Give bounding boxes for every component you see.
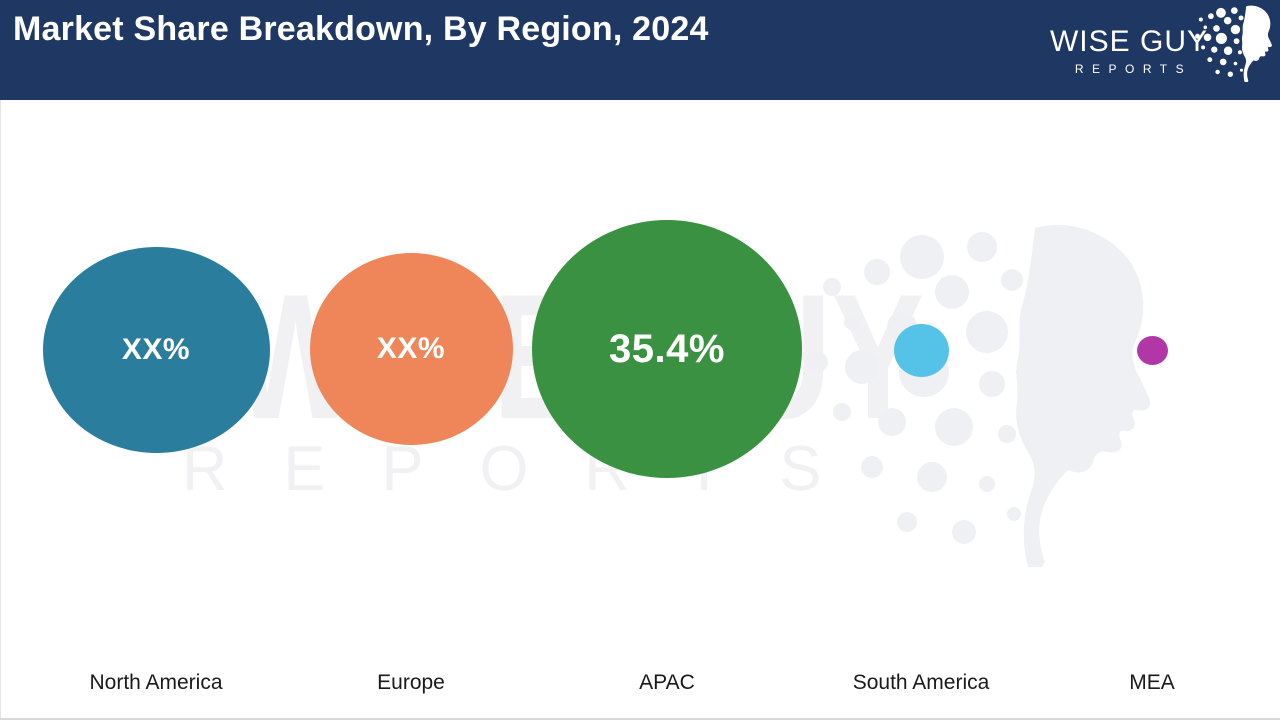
bubble-value-label: XX% [376,332,446,365]
watermark-reports-text: REPORTS [182,434,878,504]
category-label-north-america: North America [89,671,223,694]
category-label-mea: MEA [1129,671,1175,694]
bubble-europe: XX% [309,253,513,445]
category-label-europe: Europe [377,671,445,694]
bubble-mea [1136,335,1168,365]
brand-logo: WISE GUY REPORTS [1050,5,1272,82]
bubble-south-america [893,323,949,377]
header: Market Share Breakdown, By Region, 2024 … [0,0,1280,100]
watermark-head-icon [806,224,1150,567]
bubble-north-america: XX% [42,247,270,453]
brand-subtitle: REPORTS [1074,62,1193,76]
category-label-south-america: South America [852,671,990,694]
bottom-edge-line [0,718,1280,720]
category-label-apac: APAC [639,671,695,694]
bubble-apac: 35.4% [532,220,802,478]
brand-head-icon [1195,5,1272,82]
left-edge-line [0,100,1,720]
page-title: Market Share Breakdown, By Region, 2024 [13,10,709,48]
bubble-value-label: 35.4% [609,326,725,371]
brand-logo-text: WISE GUY REPORTS [1050,25,1208,76]
brand-name: WISE GUY [1049,25,1208,58]
bubble-value-label: XX% [121,333,191,366]
